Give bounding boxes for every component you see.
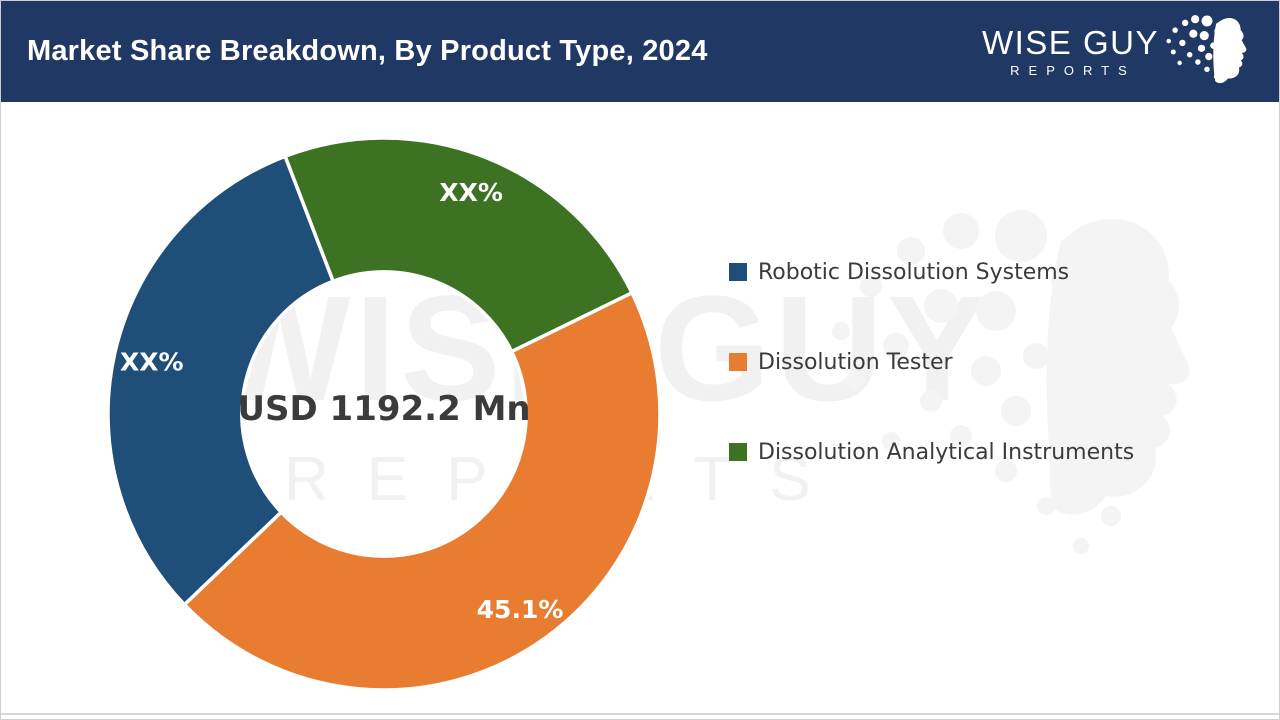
slice-value-label: XX% xyxy=(439,178,503,207)
logo-subtitle: REPORTS xyxy=(1010,62,1136,78)
legend-swatch-blue xyxy=(729,263,747,281)
logo-text: WISE GUY REPORTS xyxy=(982,26,1159,78)
legend-swatch-orange xyxy=(729,353,747,371)
donut-slice-dissolution-tester xyxy=(181,290,662,692)
legend-item-dissolution-analytical-instruments: Dissolution Analytical Instruments xyxy=(729,439,1134,465)
legend-item-robotic-dissolution-systems: Robotic Dissolution Systems xyxy=(729,259,1134,285)
page-title: Market Share Breakdown, By Product Type,… xyxy=(27,35,708,67)
logo-face-icon xyxy=(1166,14,1247,83)
slice-value-label: 45.1% xyxy=(477,595,564,624)
donut-slice-dissolution-analytical-instruments xyxy=(282,136,635,354)
chart-legend: Robotic Dissolution Systems Dissolution … xyxy=(729,259,1134,529)
legend-item-dissolution-tester: Dissolution Tester xyxy=(729,349,1134,375)
wise-guy-reports-logo: WISE GUY REPORTS xyxy=(982,11,1253,93)
bottom-divider xyxy=(1,713,1279,715)
donut-slice-robotic-dissolution-systems xyxy=(106,154,336,608)
watermark-face-dots xyxy=(832,210,1190,554)
legend-label: Dissolution Analytical Instruments xyxy=(758,439,1135,465)
legend-label: Dissolution Tester xyxy=(758,349,953,375)
chart-center-value: USD 1192.2 Mn xyxy=(237,389,531,429)
header-bar: Market Share Breakdown, By Product Type,… xyxy=(1,1,1279,102)
logo-wordmark: WISE GUY xyxy=(981,23,1159,61)
legend-swatch-green xyxy=(729,443,747,461)
legend-label: Robotic Dissolution Systems xyxy=(758,259,1070,285)
slice-value-label: XX% xyxy=(120,347,184,376)
